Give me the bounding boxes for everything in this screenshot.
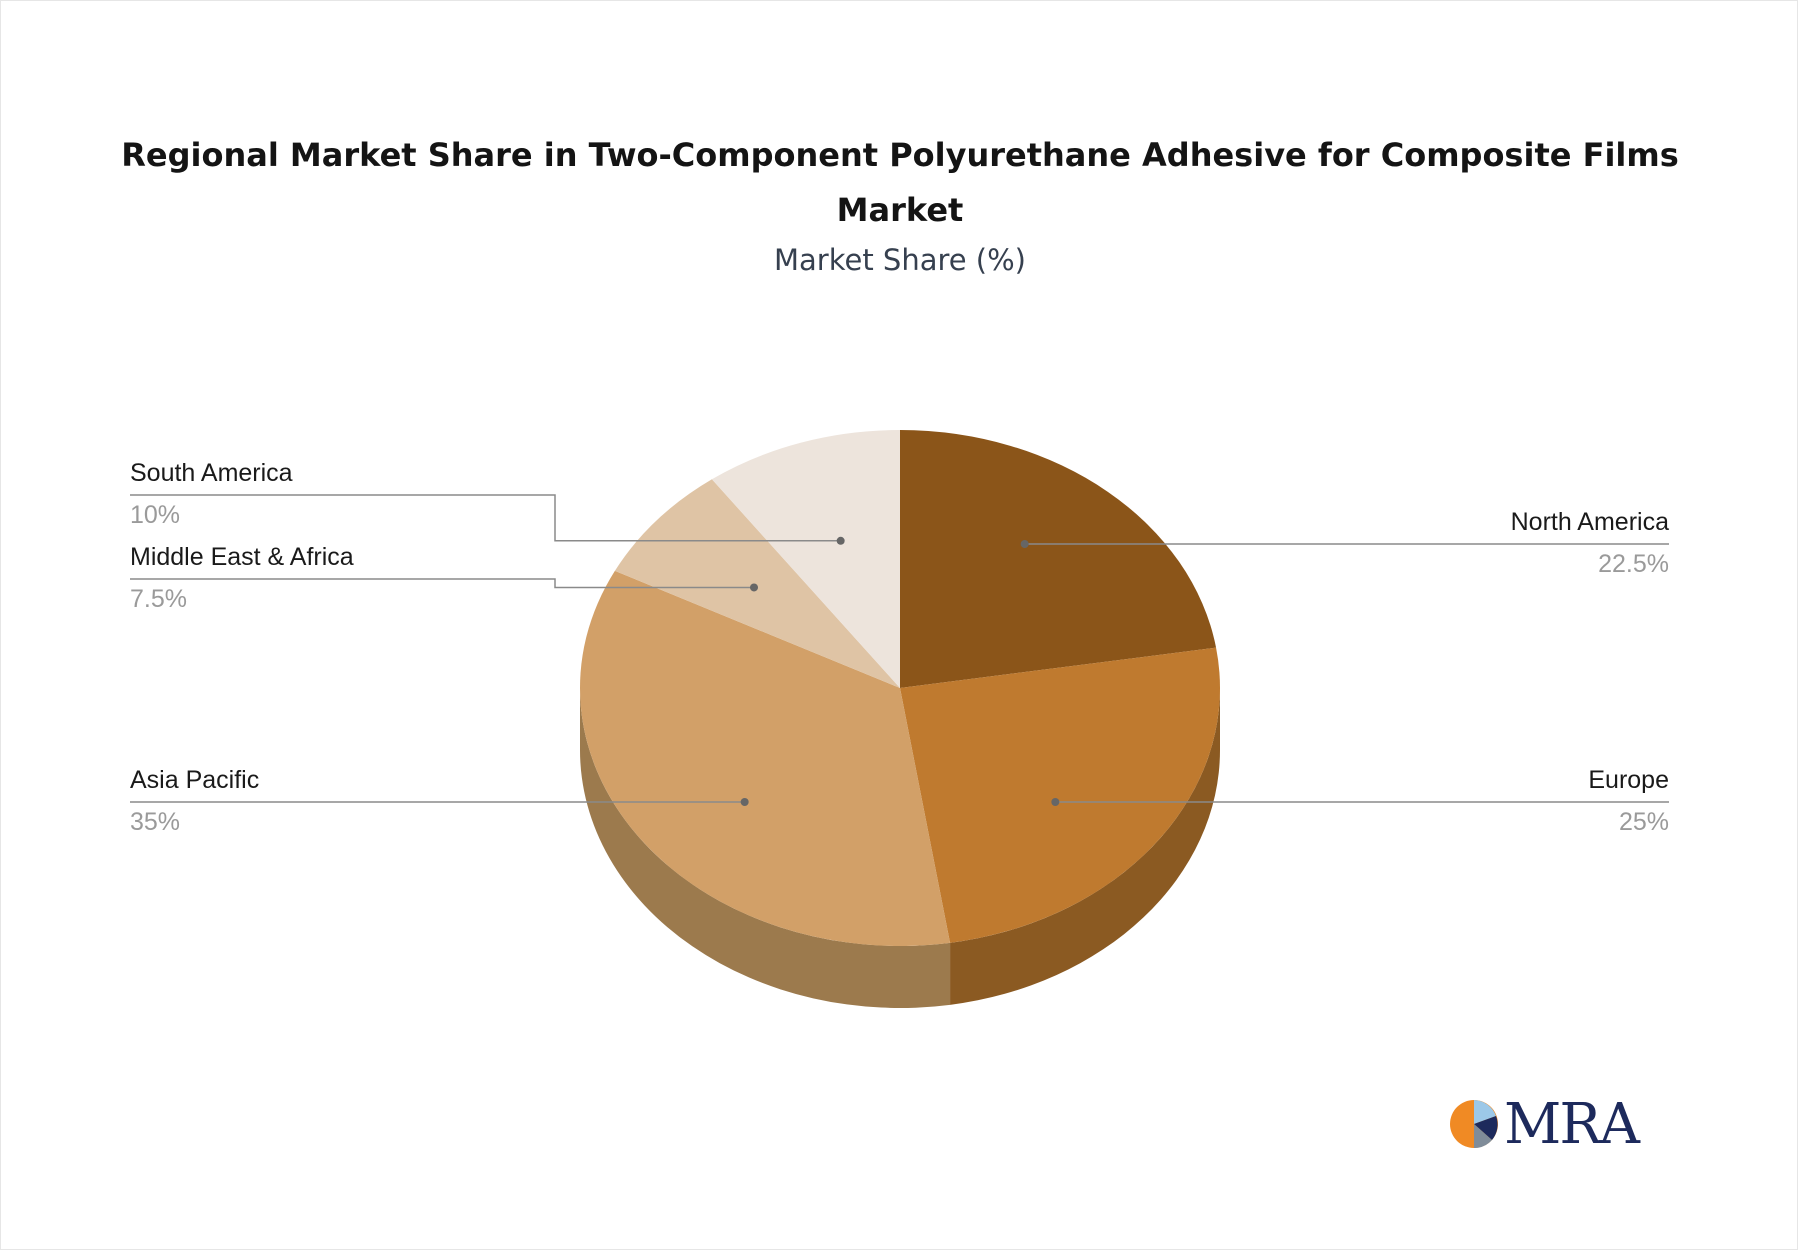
- leader-dot-south-america: [836, 536, 845, 545]
- slice-value-middle-east-and-africa: 7.5%: [130, 585, 187, 613]
- chart-subtitle: Market Share (%): [774, 243, 1026, 277]
- slice-value-asia-pacific: 35%: [130, 808, 180, 836]
- slice-side-europe: [950, 688, 1220, 1005]
- leader-lines: [130, 494, 1669, 806]
- slice-value-europe: 25%: [1619, 808, 1669, 836]
- slice-label-europe: Europe: [1588, 766, 1669, 794]
- pie-slice-europe: [900, 647, 1220, 943]
- pie-slice-north-america: [900, 430, 1217, 688]
- leader-dot-north-america: [1020, 540, 1029, 548]
- slice-label-middle-east-and-africa: Middle East & Africa: [130, 543, 354, 571]
- mra-logo: MRA: [1448, 1092, 1640, 1157]
- slice-label-north-america: North America: [1511, 508, 1669, 536]
- leader-line-middle-east-and-africa: [130, 578, 755, 589]
- leader-line-south-america: [130, 494, 841, 542]
- pie-slice-south-america: [711, 430, 900, 688]
- pie-slice-middle-east-and-africa: [614, 479, 900, 688]
- slice-side-asia-pacific: [580, 688, 951, 1008]
- slice-value-south-america: 10%: [130, 501, 180, 529]
- pie-slices: [580, 430, 1220, 947]
- logo-mark-icon: [1450, 1100, 1498, 1149]
- pie-sides: [580, 688, 1220, 1008]
- slice-value-north-america: 22.5%: [1598, 550, 1669, 578]
- leader-dot-middle-east-and-africa: [750, 583, 759, 592]
- leader-dot-europe: [1051, 798, 1060, 806]
- leader-dot-asia-pacific: [740, 798, 749, 806]
- pie-slice-asia-pacific: [580, 570, 951, 947]
- slice-label-asia-pacific: Asia Pacific: [130, 766, 259, 794]
- slice-labels: North America 22.5% Europe 25% Asia Pacific 3…: [130, 459, 1669, 836]
- slice-label-south-america: South America: [130, 459, 293, 487]
- chart-title: Regional Market Share in Two-Component P…: [121, 136, 1679, 229]
- logo-text: MRA: [1504, 1092, 1640, 1157]
